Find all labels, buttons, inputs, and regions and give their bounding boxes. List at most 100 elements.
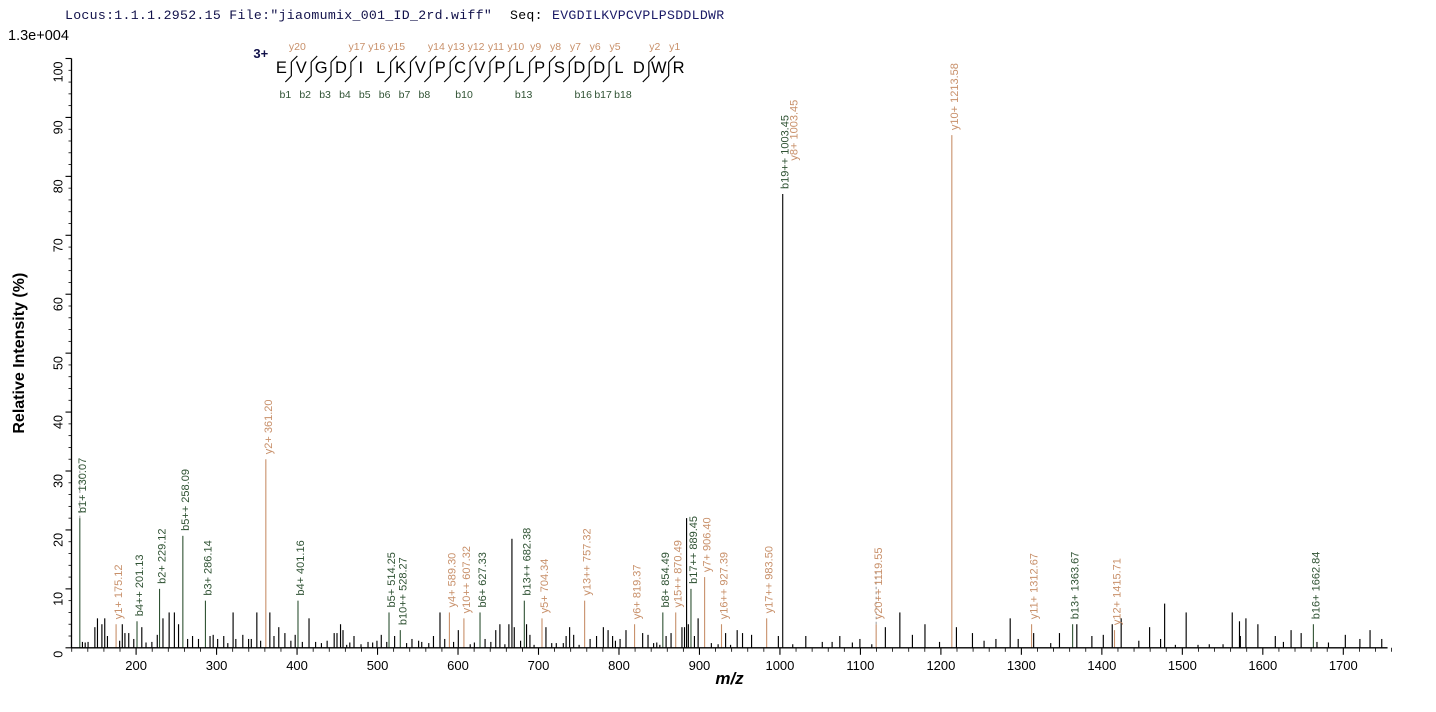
svg-text:y13: y13 (448, 41, 465, 53)
svg-text:y9: y9 (530, 41, 541, 53)
svg-text:R: R (673, 59, 685, 77)
svg-text:b2: b2 (299, 89, 311, 101)
svg-text:y2: y2 (649, 41, 660, 53)
svg-text:b16: b16 (574, 89, 592, 101)
svg-text:b10++ 528.27: b10++ 528.27 (397, 557, 409, 625)
svg-text:EVGDILKVPCVPLPSDDLDWR: EVGDILKVPCVPLPSDDLDWR (552, 8, 725, 23)
svg-text:b3: b3 (319, 89, 331, 101)
svg-text:40: 40 (52, 415, 66, 429)
svg-text:K: K (395, 59, 406, 77)
svg-text:b5+ 514.25: b5+ 514.25 (386, 552, 398, 607)
svg-text:300: 300 (206, 658, 228, 673)
svg-text:80: 80 (52, 179, 66, 193)
svg-text:y1: y1 (669, 41, 680, 53)
svg-text:b16+ 1662.84: b16+ 1662.84 (1310, 552, 1322, 620)
svg-text:y12+ 1415.71: y12+ 1415.71 (1112, 558, 1124, 625)
svg-text:D: D (573, 59, 585, 77)
svg-text:3+: 3+ (253, 46, 268, 61)
svg-text:20: 20 (52, 533, 66, 547)
svg-text:50: 50 (52, 356, 66, 370)
svg-text:y15: y15 (388, 41, 405, 53)
svg-text:L: L (515, 59, 524, 77)
svg-text:1.3e+004: 1.3e+004 (8, 28, 69, 44)
svg-text:W: W (651, 59, 667, 77)
svg-text:V: V (296, 59, 307, 77)
svg-text:1600: 1600 (1248, 658, 1277, 673)
svg-text:y20++ 1119.55: y20++ 1119.55 (873, 547, 885, 619)
svg-text:y7: y7 (570, 41, 581, 53)
svg-text:900: 900 (689, 658, 711, 673)
svg-text:y16: y16 (368, 41, 385, 53)
svg-text:y6+ 819.37: y6+ 819.37 (632, 564, 644, 619)
svg-text:G: G (315, 59, 328, 77)
svg-text:b18: b18 (614, 89, 632, 101)
svg-text:b1+ 130.07: b1+ 130.07 (77, 458, 89, 513)
svg-text:D: D (593, 59, 605, 77)
svg-text:90: 90 (52, 120, 66, 134)
svg-text:V: V (415, 59, 426, 77)
svg-text:b1: b1 (279, 89, 291, 101)
svg-text:C: C (454, 59, 466, 77)
svg-text:b8: b8 (419, 89, 431, 101)
svg-text:b6+ 627.33: b6+ 627.33 (477, 552, 489, 607)
svg-text:70: 70 (52, 238, 66, 252)
svg-text:b4+ 401.16: b4+ 401.16 (295, 540, 307, 595)
svg-text:I: I (359, 59, 364, 77)
svg-text:y5+ 704.34: y5+ 704.34 (539, 559, 551, 614)
svg-text:b2+ 229.12: b2+ 229.12 (157, 528, 169, 583)
svg-text:y7+ 906.40: y7+ 906.40 (702, 517, 714, 572)
svg-text:b8+ 854.49: b8+ 854.49 (660, 552, 672, 607)
svg-text:Relative Intensity (%): Relative Intensity (%) (11, 273, 28, 434)
svg-text:b5: b5 (359, 89, 371, 101)
svg-text:10: 10 (52, 592, 66, 606)
svg-text:b17++ 889.45: b17++ 889.45 (688, 516, 700, 584)
svg-text:y4+ 589.30: y4+ 589.30 (446, 553, 458, 608)
svg-text:30: 30 (52, 474, 66, 488)
svg-text:1700: 1700 (1329, 658, 1358, 673)
svg-text:y17++ 983.50: y17++ 983.50 (764, 546, 776, 613)
svg-text:500: 500 (367, 658, 389, 673)
svg-text:y11+ 1312.67: y11+ 1312.67 (1029, 553, 1041, 619)
svg-text:y10+ 1213.58: y10+ 1213.58 (949, 63, 961, 130)
svg-text:b10: b10 (455, 89, 473, 101)
svg-text:1200: 1200 (926, 658, 955, 673)
svg-text:1400: 1400 (1087, 658, 1116, 673)
svg-text:b5++ 258.09: b5++ 258.09 (180, 469, 192, 531)
svg-text:b13+ 1363.67: b13+ 1363.67 (1070, 552, 1082, 620)
svg-text:y15++ 870.49: y15++ 870.49 (673, 540, 685, 607)
svg-text:y16++ 927.39: y16++ 927.39 (719, 552, 731, 619)
svg-text:1000: 1000 (765, 658, 794, 673)
svg-text:b4++ 201.13: b4++ 201.13 (134, 554, 146, 616)
svg-text:100: 100 (52, 61, 66, 82)
svg-text:y1+ 175.12: y1+ 175.12 (113, 564, 125, 619)
svg-text:y13++ 757.32: y13++ 757.32 (582, 528, 594, 595)
svg-text:b17: b17 (594, 89, 612, 101)
svg-text:200: 200 (125, 658, 147, 673)
svg-text:0: 0 (52, 651, 66, 658)
svg-text:S: S (554, 59, 565, 77)
svg-text:V: V (474, 59, 485, 77)
svg-text:P: P (534, 59, 545, 77)
svg-text:60: 60 (52, 297, 66, 311)
svg-text:y5: y5 (610, 41, 621, 53)
svg-text:y10++ 607.32: y10++ 607.32 (461, 546, 473, 613)
svg-text:700: 700 (528, 658, 550, 673)
svg-text:b13: b13 (515, 89, 533, 101)
svg-text:P: P (435, 59, 446, 77)
svg-text:1100: 1100 (846, 658, 874, 673)
svg-text:L: L (376, 59, 385, 77)
svg-text:y6: y6 (590, 41, 601, 53)
svg-text:y20: y20 (289, 41, 306, 53)
svg-text:800: 800 (608, 658, 630, 673)
svg-text:b7: b7 (399, 89, 411, 101)
svg-text:y10: y10 (507, 41, 524, 53)
svg-text:600: 600 (447, 658, 469, 673)
svg-text:y11: y11 (488, 41, 504, 53)
svg-text:y17: y17 (348, 41, 365, 53)
svg-text:1300: 1300 (1007, 658, 1036, 673)
svg-text:D: D (633, 59, 645, 77)
svg-text:Seq:: Seq: (510, 8, 543, 23)
svg-text:b13++ 682.38: b13++ 682.38 (521, 528, 533, 596)
svg-text:L: L (614, 59, 623, 77)
svg-text:D: D (335, 59, 347, 77)
